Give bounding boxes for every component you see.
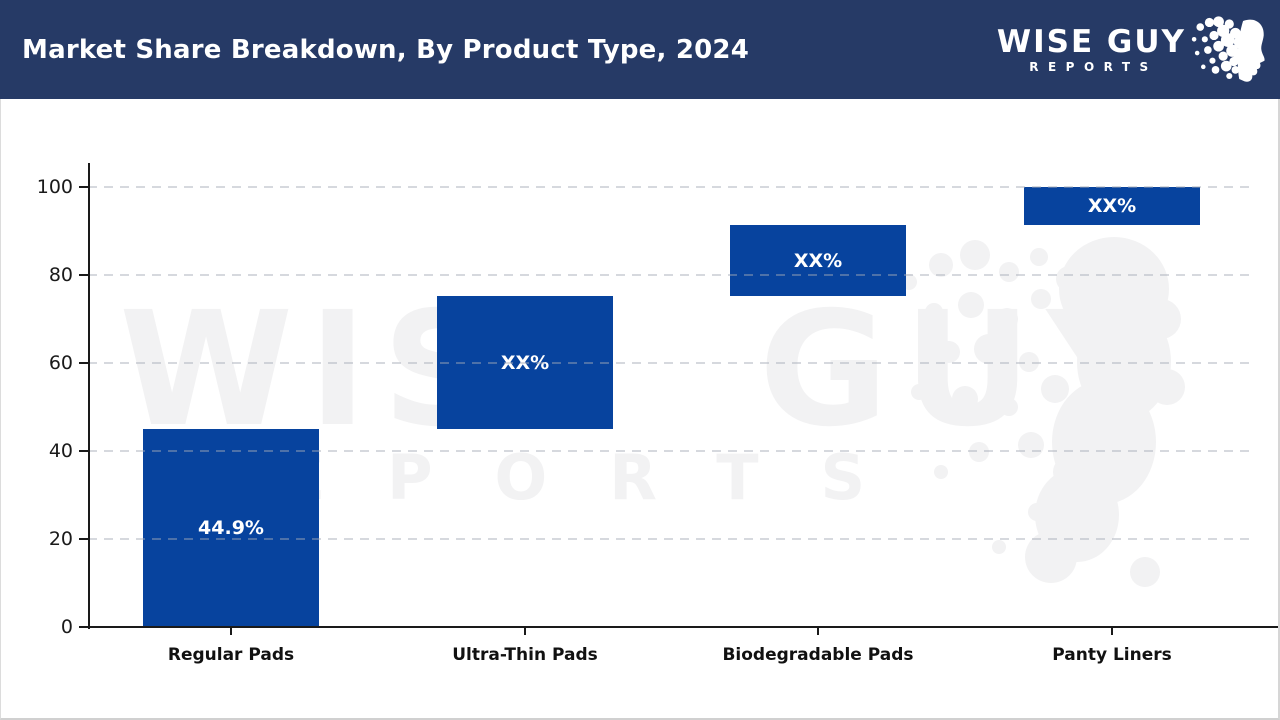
y-tick-mark <box>79 362 88 364</box>
x-axis-line <box>88 626 1278 628</box>
bar-regular-pads: 44.9% <box>143 429 319 627</box>
bar-value-label: 44.9% <box>198 517 264 540</box>
y-tick-label: 20 <box>48 528 73 550</box>
logo-wordmark-text: WISE GUY <box>996 23 1186 60</box>
plot-area: 44.9% XX% XX% XX% 0 20 40 60 80 100 Regular Pads Ul… <box>1 99 1278 718</box>
header-bar: Market Share Breakdown, By Product Type,… <box>0 0 1280 99</box>
y-tick-mark <box>79 186 88 188</box>
y-tick-label: 60 <box>48 352 73 374</box>
bar-panty-liners: XX% <box>1024 187 1200 226</box>
y-tick-label: 0 <box>60 616 73 638</box>
bar-ultra-thin-pads: XX% <box>437 296 613 430</box>
y-axis-line <box>88 163 90 629</box>
gridline-y100 <box>88 186 1254 188</box>
gridline-y20 <box>88 538 1254 540</box>
y-tick-label: 80 <box>48 264 73 286</box>
bar-value-label: XX% <box>1087 195 1137 218</box>
bar-biodegradable-pads: XX% <box>730 225 906 297</box>
x-tick-mark <box>524 628 526 635</box>
gridline-y60 <box>88 362 1254 364</box>
y-tick-label: 40 <box>48 440 73 462</box>
x-category-label: Ultra-Thin Pads <box>452 645 598 665</box>
bar-value-label: XX% <box>793 249 843 272</box>
x-tick-mark <box>817 628 819 635</box>
logo-reports-text: REPORTS <box>1029 60 1158 75</box>
page-title: Market Share Breakdown, By Product Type,… <box>22 34 749 65</box>
x-category-label: Biodegradable Pads <box>722 645 914 665</box>
x-category-label: Panty Liners <box>1052 645 1172 665</box>
y-tick-mark <box>79 450 88 452</box>
y-tick-label: 100 <box>36 176 73 198</box>
brand-logo: WISE GUY REPORTS <box>997 6 1266 94</box>
logo-face-icon <box>1191 16 1265 82</box>
gridline-y40 <box>88 450 1254 452</box>
y-tick-mark <box>79 538 88 540</box>
bar-value-label: XX% <box>500 351 550 374</box>
x-tick-mark <box>230 628 232 635</box>
y-tick-mark <box>79 626 88 628</box>
logo-wordmark: WISE GUY REPORTS <box>997 26 1186 75</box>
gridline-y80 <box>88 274 1254 276</box>
x-category-label: Regular Pads <box>167 645 295 665</box>
y-tick-mark <box>79 274 88 276</box>
watermark-face-icon <box>901 237 1185 587</box>
x-tick-mark <box>1111 628 1113 635</box>
chart-area: WISE GUY REPORTS <box>0 99 1280 720</box>
watermark-wordmark: WISE GUY <box>119 278 1177 462</box>
